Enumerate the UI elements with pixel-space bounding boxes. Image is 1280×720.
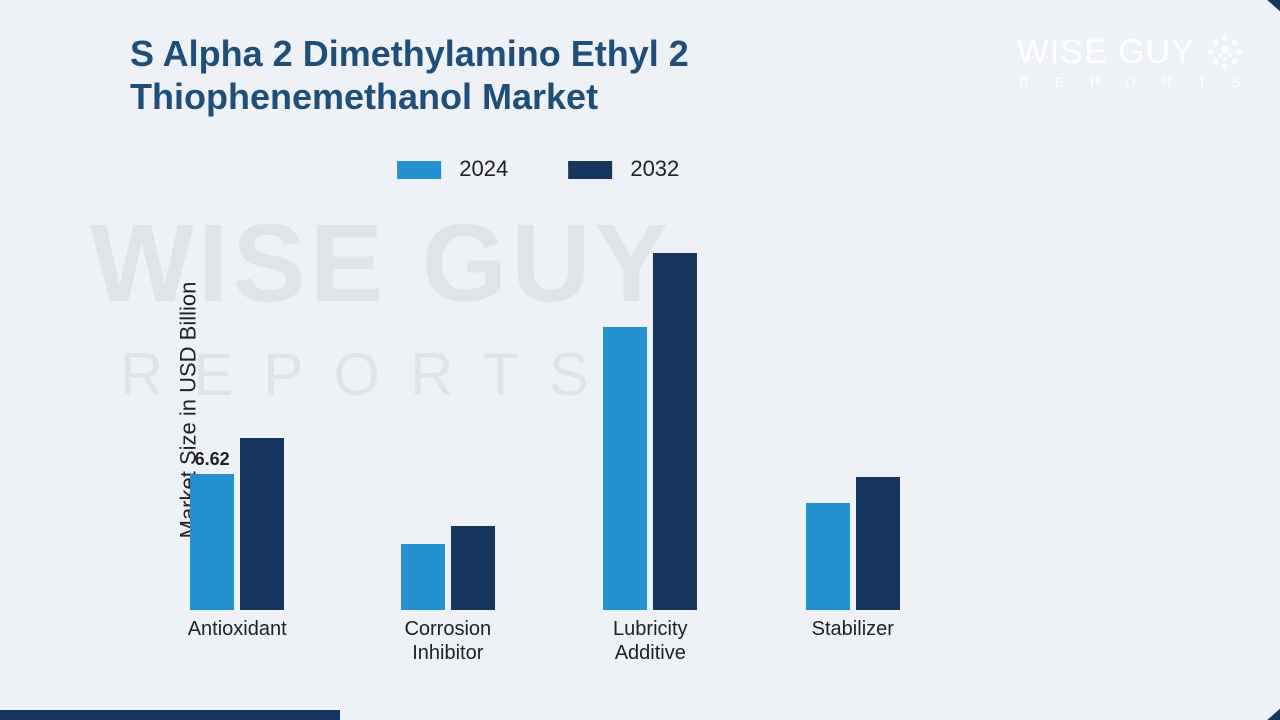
bar-2032: [653, 253, 697, 610]
legend-swatch-2032: [568, 161, 612, 179]
bar-2032: [856, 477, 900, 610]
legend-swatch-2024: [397, 161, 441, 179]
bar-2032: [240, 438, 284, 610]
legend-label-2032: 2032: [630, 156, 679, 181]
legend-item-2032: 2032: [568, 156, 679, 182]
category-label: Stabilizer: [812, 610, 894, 642]
bar-group: Antioxidant6.62: [190, 438, 284, 610]
bar-2032: [451, 526, 495, 610]
category-label: Corrosion Inhibitor: [404, 610, 491, 665]
infographic-stage: WISE GUY R E P O R T S WISE GUY REPORTS …: [0, 0, 1280, 720]
bar-2024: [190, 474, 234, 610]
bottom-accent-strip: [0, 710, 340, 720]
legend: 2024 2032: [397, 156, 679, 182]
right-brand-panel: [965, 0, 1280, 720]
brand-block: WISE GUY R E P O R T S: [1017, 28, 1252, 90]
bar-value-label: 6.62: [195, 449, 230, 470]
legend-label-2024: 2024: [459, 156, 508, 181]
bar-2024: [603, 327, 647, 610]
bar-group: Lubricity Additive: [603, 253, 697, 610]
category-label: Antioxidant: [188, 610, 287, 642]
brand-main-row: WISE GUY: [1017, 28, 1252, 76]
brand-subtitle: R E P O R T S: [1019, 74, 1252, 90]
bar-group: Corrosion Inhibitor: [401, 526, 495, 610]
bar-group: Stabilizer: [806, 477, 900, 610]
bar-2024: [401, 544, 445, 610]
brand-head-icon: [1201, 28, 1249, 76]
legend-item-2024: 2024: [397, 156, 508, 182]
plot-region: Antioxidant6.62 Corrosion Inhibitor Lubric…: [140, 200, 950, 610]
chart-area: Market Size in USD Billion 2024 2032 Ant…: [60, 150, 960, 670]
category-label: Lubricity Additive: [613, 610, 687, 665]
bar-2024: [806, 503, 850, 610]
chart-title: S Alpha 2 Dimethylamino Ethyl 2 Thiophen…: [130, 32, 830, 118]
brand-name: WISE GUY: [1017, 33, 1195, 72]
